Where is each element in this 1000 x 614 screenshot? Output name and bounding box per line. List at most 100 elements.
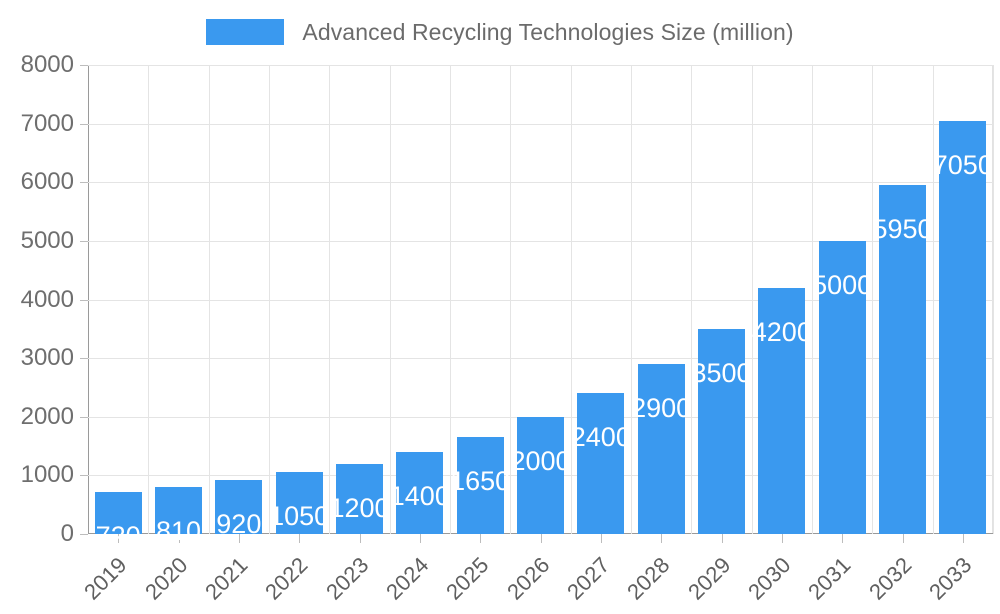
gridline-vertical: [993, 65, 994, 534]
y-axis-tick-label: 8000: [20, 51, 74, 78]
x-axis-tick-mark: [359, 534, 361, 543]
bar-value-label: 2000: [510, 445, 571, 476]
gridline-horizontal: [88, 299, 993, 301]
bar-value-label: 1650: [450, 466, 511, 497]
y-axis-tick-label: 5000: [20, 226, 74, 254]
gridline-vertical: [148, 65, 150, 534]
bar-value-label: 1050: [269, 501, 330, 532]
x-axis-tick-mark: [902, 534, 904, 543]
gridline-horizontal: [88, 65, 993, 66]
chart-legend: Advanced Recycling Technologies Size (mi…: [0, 12, 1000, 52]
bar[interactable]: 720: [94, 491, 142, 549]
y-axis-tick-mark: [80, 182, 88, 184]
x-axis-tick-mark: [721, 534, 723, 543]
bar-value-label: 1400: [389, 480, 450, 511]
bar[interactable]: 1400: [390, 451, 450, 534]
x-axis-tick-mark: [238, 534, 240, 543]
gridline-vertical: [932, 65, 934, 534]
bar-series: 720 810 920 1050 1200 1400 1650 2000 2400 2900 350…: [88, 65, 993, 549]
gridline-horizontal: [88, 123, 993, 125]
bar[interactable]: 5950: [872, 185, 933, 534]
x-axis-tick-label: 2029: [682, 552, 735, 605]
plot-area: 0 1000 2000 3000 4000 5000 6000 7000 8000 2019 20…: [21, 51, 994, 605]
bar-chart: Advanced Recycling Technologies Size (mi…: [0, 12, 1000, 605]
bar[interactable]: 920: [215, 480, 263, 538]
bar[interactable]: 2000: [510, 416, 571, 534]
gridline-vertical: [510, 65, 512, 534]
bar-value-label: 2900: [631, 393, 692, 423]
x-axis-tick-label: 2028: [622, 552, 675, 605]
gridline-vertical: [872, 65, 874, 534]
bar[interactable]: 2400: [571, 393, 631, 534]
gridline-horizontal: [88, 358, 993, 360]
gridline-vertical: [691, 65, 693, 534]
y-axis-tick-mark: [80, 416, 88, 418]
gridline-vertical: [450, 65, 451, 534]
x-axis-tick-mark: [540, 534, 542, 543]
x-axis-tick-mark: [962, 534, 964, 543]
gridline-vertical: [751, 65, 753, 534]
x-axis-tick-mark: [600, 534, 602, 543]
y-axis-tick-mark: [80, 65, 88, 66]
gridline-vertical: [329, 65, 331, 534]
bar[interactable]: 1050: [269, 472, 329, 534]
legend-color-swatch-icon: [206, 19, 285, 45]
bar-value-label: 1200: [329, 492, 390, 523]
x-axis-tick-label: 2026: [501, 552, 554, 605]
bar[interactable]: 2900: [631, 364, 691, 534]
x-axis-tick-mark: [661, 534, 663, 543]
bar-value-label: 7050: [932, 149, 993, 180]
x-axis-tick-label: 2022: [260, 552, 313, 605]
gridline-vertical: [631, 65, 632, 534]
bar[interactable]: 4200: [752, 287, 812, 534]
y-axis-tick-label: 6000: [20, 168, 74, 196]
legend-label: Advanced Recycling Technologies Size (mi…: [302, 18, 794, 45]
bar[interactable]: 7050: [933, 120, 993, 534]
bar-value-label: 5000: [812, 269, 873, 300]
y-axis-tick-label: 4000: [20, 285, 74, 313]
bar[interactable]: 5000: [812, 240, 872, 534]
y-axis-tick-label: 3000: [20, 344, 74, 372]
x-axis-tick-mark: [419, 534, 421, 543]
gridline-vertical: [389, 65, 391, 534]
x-axis-tick-label: 2021: [199, 552, 253, 605]
bar-value-label: 2400: [570, 422, 631, 453]
gridline-vertical: [269, 65, 270, 534]
gridline-vertical: [570, 65, 572, 534]
x-axis-tick-label: 2024: [380, 552, 434, 605]
y-axis-tick-mark: [80, 358, 88, 360]
bar[interactable]: 810: [154, 486, 203, 544]
x-axis-tick-label: 2030: [742, 552, 796, 605]
x-axis-tick-label: 2019: [79, 552, 132, 605]
y-axis-tick-mark: [80, 240, 88, 242]
y-axis-tick-mark: [80, 123, 88, 125]
bar-value-label: 3500: [691, 357, 752, 388]
x-axis-tick-label: 2020: [139, 552, 192, 605]
gridline-horizontal: [88, 182, 993, 184]
x-axis-tick-label: 2023: [320, 552, 373, 605]
x-axis-tick-mark: [299, 534, 301, 543]
bar[interactable]: 1650: [450, 437, 510, 534]
y-axis-tick-mark: [80, 534, 88, 535]
bar-value-label: 4200: [751, 316, 812, 347]
x-axis-tick-label: 2033: [923, 552, 977, 605]
y-axis-tick-label: 0: [60, 520, 74, 547]
y-axis-tick-label: 2000: [20, 402, 74, 430]
gridline-horizontal: [88, 240, 993, 242]
bar-value-label: 5950: [872, 214, 933, 245]
x-axis-tick-mark: [118, 534, 120, 543]
bar[interactable]: 1200: [329, 463, 390, 534]
x-axis-tick-label: 2025: [441, 552, 494, 605]
y-axis-tick-label: 7000: [20, 109, 74, 137]
x-axis-tick-mark: [781, 534, 783, 543]
gridline-vertical: [208, 65, 210, 534]
x-axis-tick-mark: [178, 534, 180, 543]
x-axis-tick-label: 2031: [803, 552, 856, 605]
x-axis-tick-mark: [480, 534, 482, 543]
x-axis-tick-mark: [842, 534, 844, 543]
legend-item-series-0[interactable]: Advanced Recycling Technologies Size (mi…: [206, 18, 794, 46]
gridline-vertical: [812, 65, 813, 534]
y-axis-tick-mark: [80, 299, 88, 301]
y-axis-tick-label: 1000: [20, 461, 74, 489]
bar[interactable]: 3500: [691, 328, 752, 534]
